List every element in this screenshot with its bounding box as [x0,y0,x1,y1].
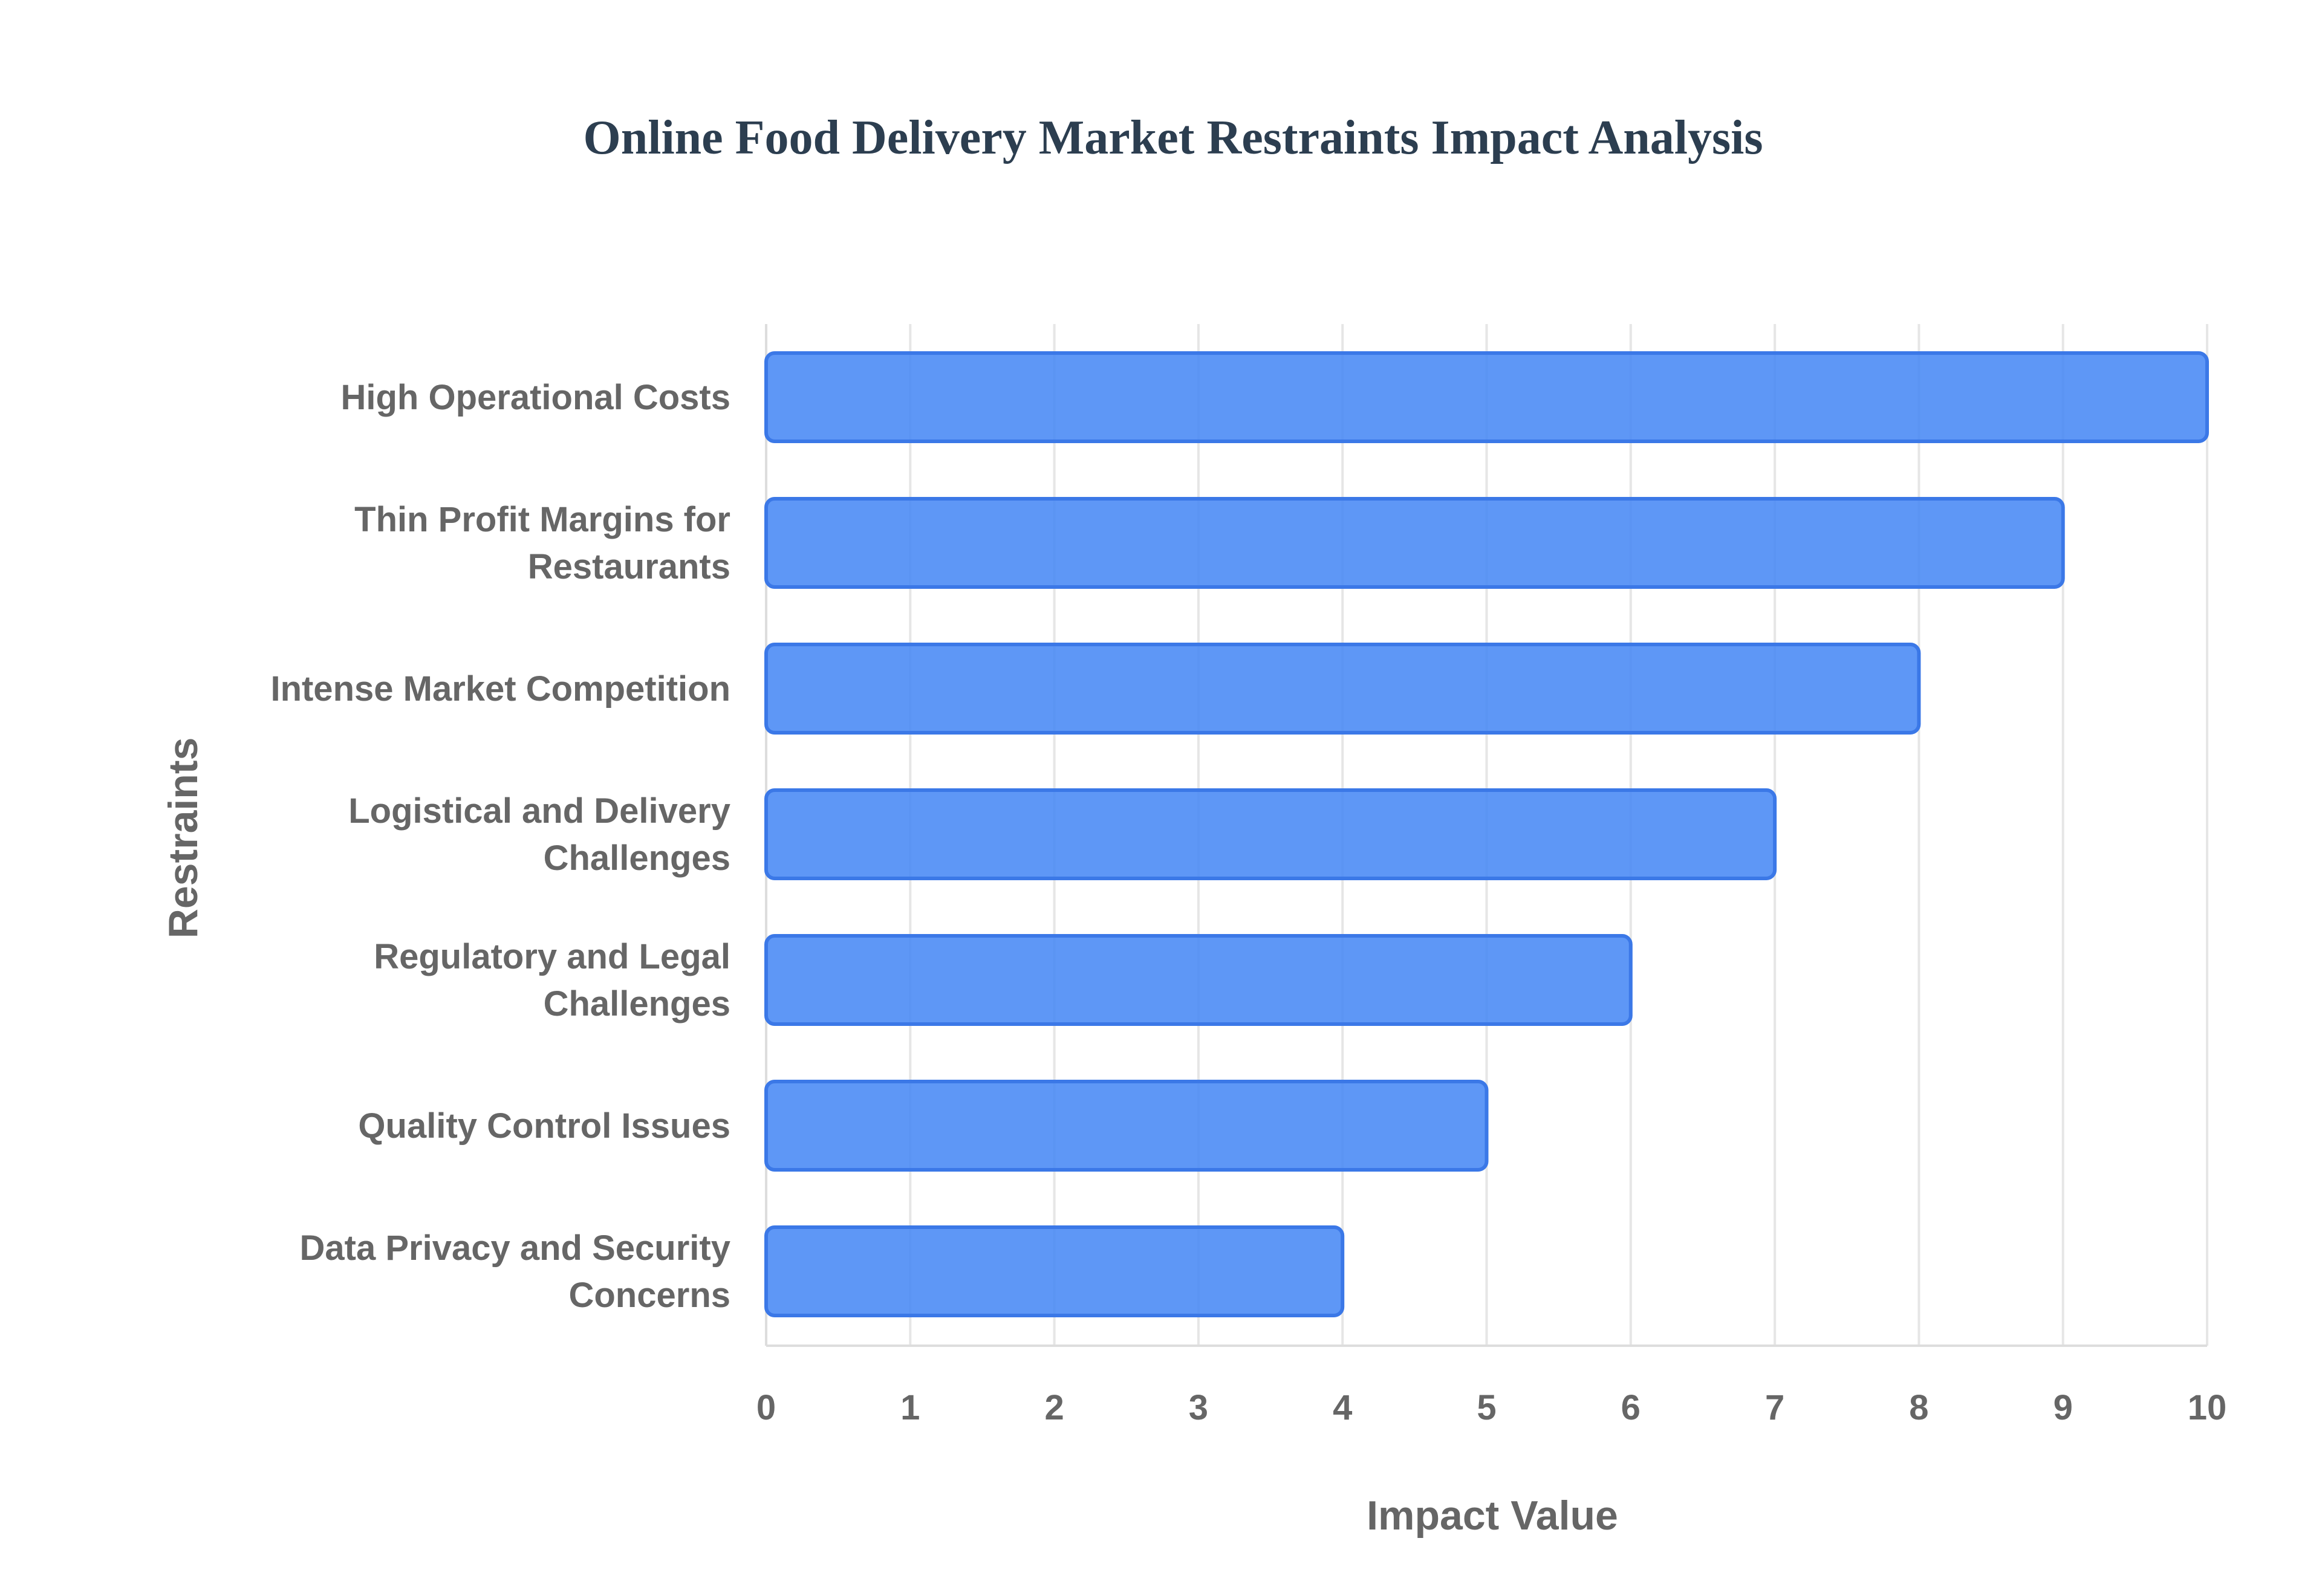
category-label: Logistical and Delivery Challenges [348,791,730,878]
x-tick-label: 0 [756,1388,776,1427]
bar [764,351,2209,443]
x-tick-label: 7 [1765,1388,1784,1427]
category-label: Regulatory and Legal Challenges [374,937,730,1023]
bar [764,1225,1345,1317]
category-label: Thin Profit Margins for Restaurants [354,500,730,586]
x-tick-label: 8 [1909,1388,1928,1427]
category-label: Data Privacy and Security Concerns [300,1228,730,1315]
bar [764,497,2065,589]
x-tick-label: 9 [2054,1388,2073,1427]
x-axis-title: Impact Value [1367,1493,1618,1539]
x-tick-label: 6 [1621,1388,1641,1427]
bar [764,934,1633,1026]
bar [764,788,1777,880]
category-labels: High Operational Costs Thin Profit Margin… [270,378,730,1315]
chart-title: Online Food Delivery Market Restraints I… [584,111,1763,164]
x-tick-label: 3 [1189,1388,1208,1427]
bars [764,351,2209,1317]
x-tick-label: 2 [1044,1388,1064,1427]
x-tick-label: 4 [1333,1388,1352,1427]
category-label: Intense Market Competition [270,669,730,709]
y-axis-title: Restraints [160,738,206,939]
x-tick-label: 1 [900,1388,920,1427]
bar [764,643,1921,735]
bar [764,1080,1489,1172]
x-tick-label: 10 [2188,1388,2227,1427]
category-label: Quality Control Issues [358,1106,730,1146]
x-tick-labels: 0 1 2 3 4 5 6 7 8 9 10 [756,1388,2226,1427]
x-tick-label: 5 [1477,1388,1496,1427]
category-label: High Operational Costs [340,378,730,417]
